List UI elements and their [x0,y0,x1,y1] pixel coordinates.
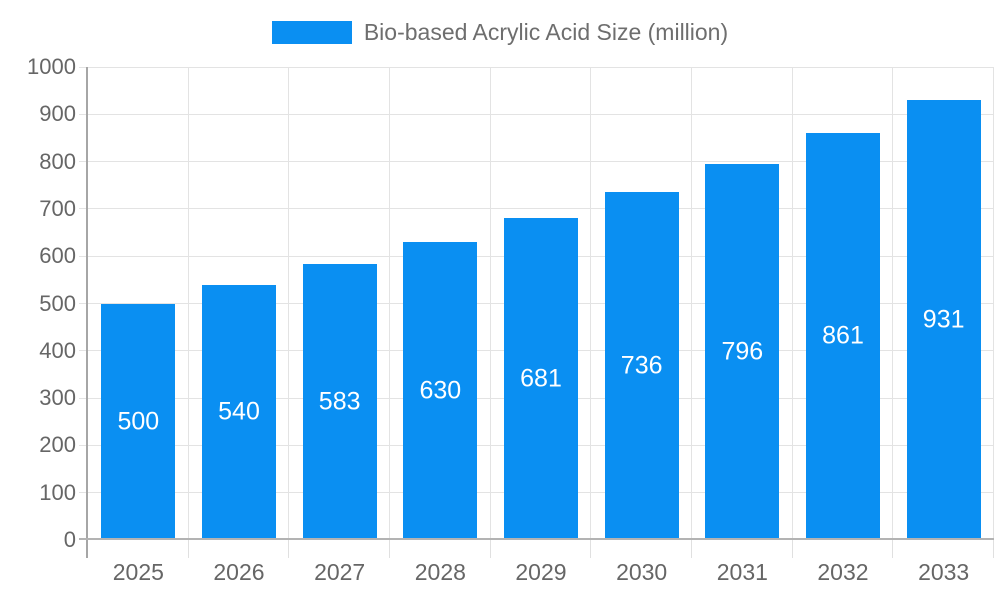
bar-2025[interactable]: 500 [101,303,176,540]
bar-value-label: 583 [318,387,361,416]
bar-value-label: 540 [218,397,260,426]
x-tick [892,540,894,558]
x-tick [590,540,592,558]
x-axis-label-2026: 2026 [213,559,265,585]
bar-value-label: 931 [922,305,965,334]
y-axis-label: 400 [39,337,76,363]
x-tick [489,540,491,558]
h-gridline [79,113,994,115]
x-tick [691,540,692,558]
y-axis-label: 500 [39,290,76,316]
y-axis-label: 300 [39,385,76,411]
x-axis-label-2032: 2032 [817,559,869,585]
bar-2032[interactable]: 861 [806,132,880,540]
y-axis-label: 1000 [27,54,76,79]
x-tick [389,540,390,558]
bar-value-label: 861 [822,321,864,350]
v-gridline [489,67,491,540]
bar-value-label: 796 [721,337,764,366]
bar-2028[interactable]: 630 [403,242,478,540]
bar-2033[interactable]: 931 [906,99,981,540]
y-axis-label: 900 [39,101,76,127]
v-gridline [187,67,189,540]
v-gridline [288,67,290,540]
plot-area: 500 540 583 630 681 736 796 861 931 [79,66,994,558]
x-axis-line [79,538,994,540]
bar-value-label: 630 [419,376,462,405]
h-gridline [79,66,994,68]
y-axis-label: 800 [39,148,76,174]
bar-value-label: 500 [117,407,160,436]
v-gridline [389,67,390,540]
x-tick [791,540,793,558]
y-axis-label: 600 [39,243,76,269]
legend-swatch-icon [271,20,352,44]
x-tick [187,540,189,558]
x-axis-label-2031: 2031 [716,559,768,585]
v-gridline [993,67,994,540]
x-axis-labels: 2025 2026 2027 2028 2029 2030 2031 2032 2033 [88,558,994,590]
y-axis-label: 700 [39,195,76,221]
y-axis-label: 100 [39,479,76,505]
y-axis-label: 200 [39,432,76,458]
y-axis-label: 0 [63,527,76,552]
x-axis-label-2029: 2029 [515,559,567,585]
y-axis-line [86,67,88,558]
bar-2029[interactable]: 681 [504,217,578,540]
x-axis-label-2030: 2030 [616,559,668,585]
legend-label: Bio-based Acrylic Acid Size (million) [363,18,729,45]
bar-value-label: 681 [520,364,562,393]
x-axis-label-2027: 2027 [314,559,366,585]
bar-2030[interactable]: 736 [604,191,679,540]
x-axis-label-2033: 2033 [918,559,970,585]
h-gridline [79,161,994,163]
v-gridline [892,67,894,540]
bar-2027[interactable]: 583 [302,264,377,540]
v-gridline [791,67,793,540]
legend-item[interactable]: Bio-based Acrylic Acid Size (million) [0,18,1000,46]
x-axis-label-2028: 2028 [414,559,466,585]
y-axis-labels: 0 100 200 300 400 500 600 700 800 900 1000 [0,56,76,551]
x-tick [993,540,994,558]
h-gridline [79,208,994,210]
bar-2026[interactable]: 540 [202,284,276,540]
v-gridline [590,67,592,540]
x-tick [288,540,290,558]
v-gridline [691,67,692,540]
bar-value-label: 736 [620,351,663,380]
x-axis-label-2025: 2025 [112,559,164,585]
bar-2031[interactable]: 796 [705,163,780,540]
